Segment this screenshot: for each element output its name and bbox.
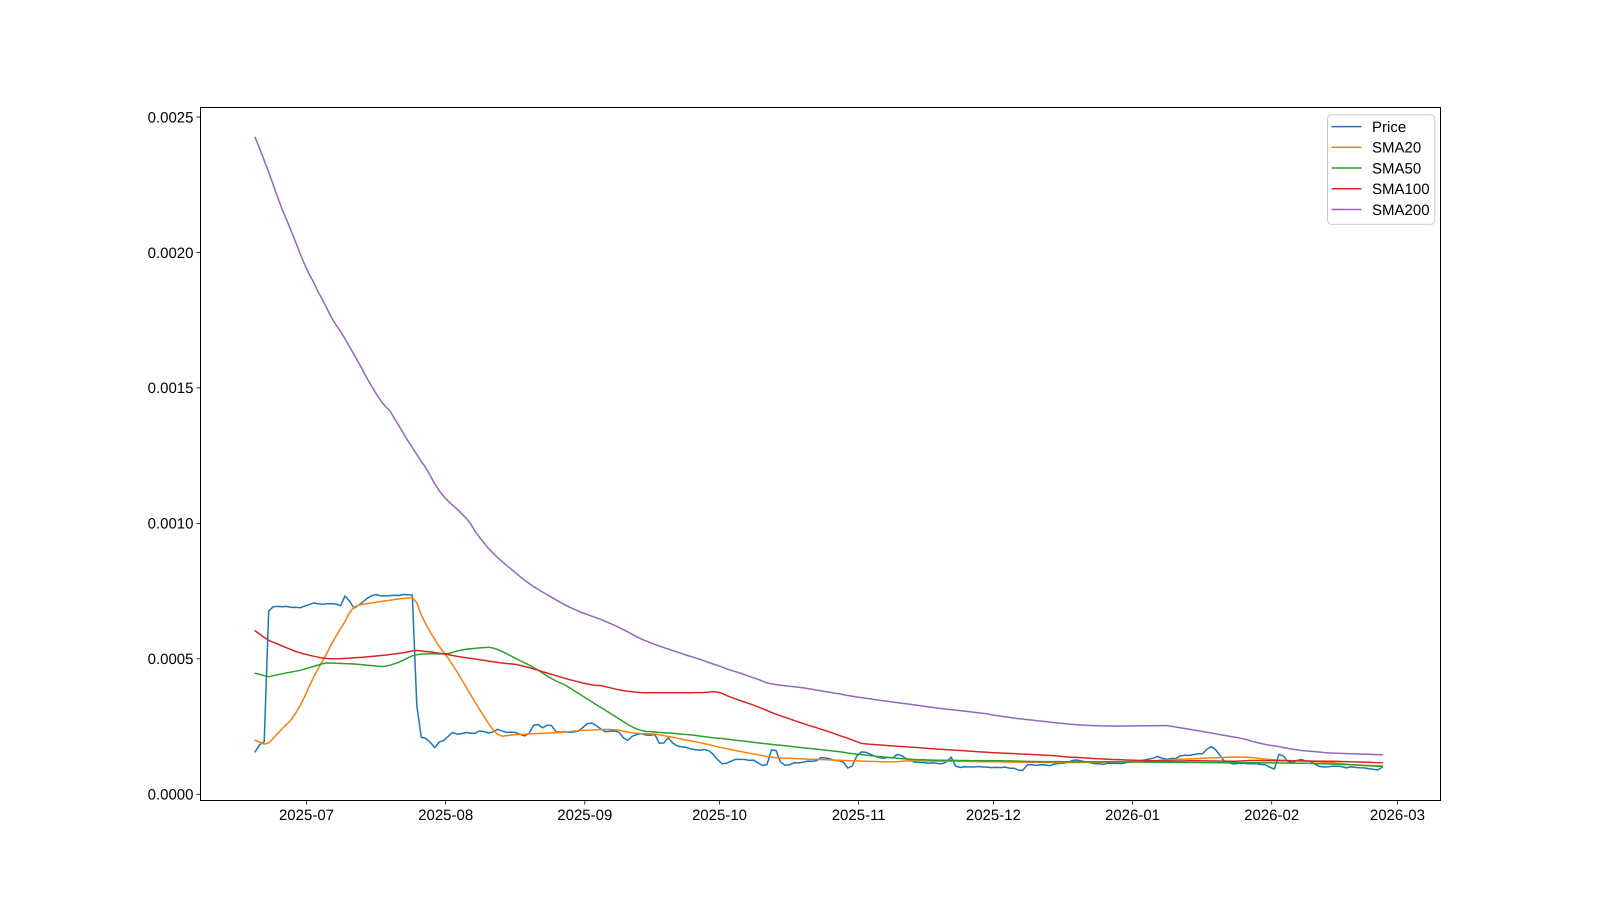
svg-text:0.0005: 0.0005 — [148, 651, 194, 668]
svg-text:2025-09: 2025-09 — [557, 807, 612, 824]
svg-text:SMA100: SMA100 — [1372, 181, 1430, 198]
svg-text:0.0010: 0.0010 — [148, 516, 194, 533]
svg-text:Price: Price — [1372, 119, 1406, 136]
svg-text:0.0025: 0.0025 — [148, 109, 194, 126]
svg-text:2026-03: 2026-03 — [1370, 807, 1425, 824]
svg-text:2025-07: 2025-07 — [279, 807, 334, 824]
svg-text:SMA20: SMA20 — [1372, 140, 1421, 157]
svg-text:SMA50: SMA50 — [1372, 160, 1421, 177]
svg-text:2025-10: 2025-10 — [692, 807, 747, 824]
svg-text:0.0015: 0.0015 — [148, 380, 194, 397]
svg-text:2025-12: 2025-12 — [966, 807, 1021, 824]
svg-text:2025-08: 2025-08 — [418, 807, 473, 824]
svg-text:2026-01: 2026-01 — [1105, 807, 1160, 824]
svg-text:0.0020: 0.0020 — [148, 245, 194, 262]
svg-text:2025-11: 2025-11 — [832, 807, 886, 824]
svg-text:0.0000: 0.0000 — [148, 787, 194, 804]
svg-text:2026-02: 2026-02 — [1244, 807, 1299, 824]
svg-text:SMA200: SMA200 — [1372, 202, 1430, 219]
